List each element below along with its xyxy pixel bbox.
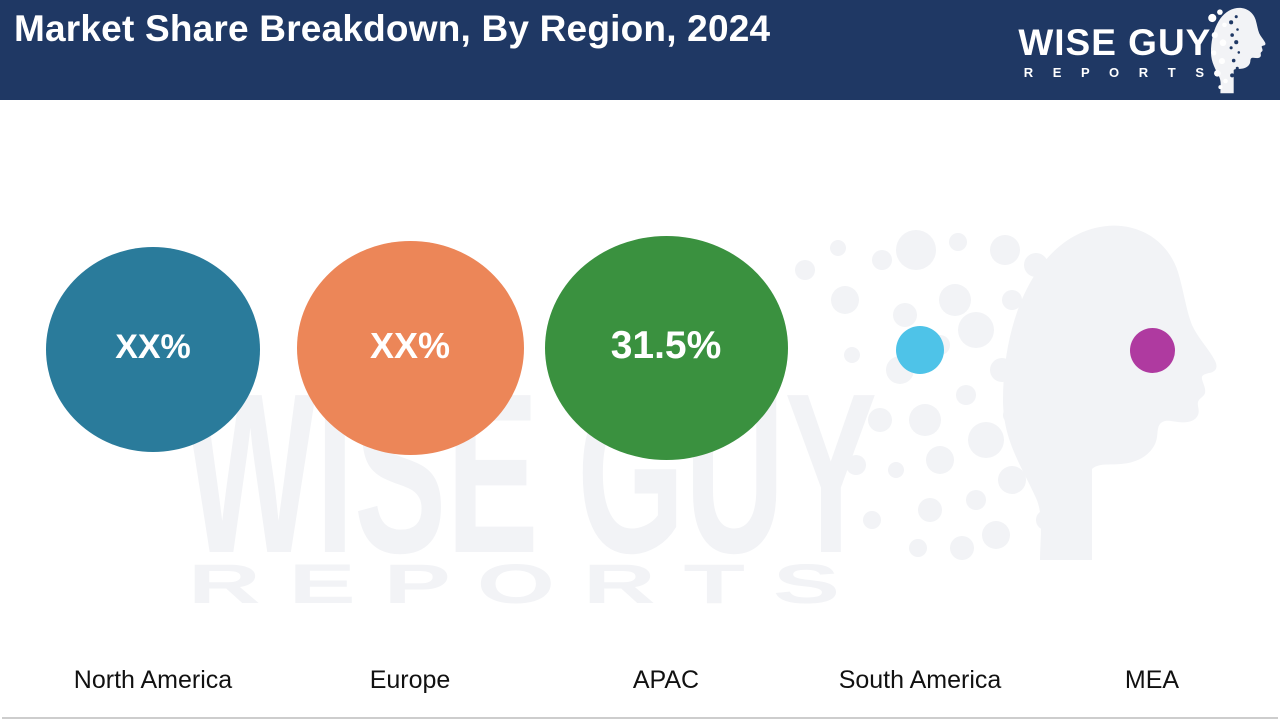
watermark-head-silhouette (1003, 225, 1217, 560)
category-label-south-america: South America (838, 666, 1002, 694)
bubble-south-america (896, 326, 944, 374)
watermark-dots (795, 230, 1056, 560)
wiseguy-logo: WISE GUY R E P O R T S (1018, 6, 1268, 96)
category-label-europe: Europe (369, 666, 451, 694)
chart-baseline (2, 717, 1278, 719)
category-label-north-america: North America (73, 666, 233, 694)
category-label-mea: MEA (1124, 666, 1180, 694)
bubble-mea (1129, 327, 1175, 373)
logo-wordmark: WISE GUY (1018, 22, 1212, 63)
logo-subtitle: R E P O R T S (1023, 65, 1212, 80)
bubble-apac: 31.5% (544, 236, 788, 460)
bubble-chart: WISE GUY R E P O R T S (0, 100, 1280, 720)
watermark-subtitle: R E P O R T S (188, 552, 840, 615)
bubble-value-label: XX% (369, 325, 451, 366)
page-title: Market Share Breakdown, By Region, 2024 (14, 8, 771, 49)
logo-text: WISE GUY R E P O R T S (1018, 24, 1212, 80)
category-label-apac: APAC (632, 666, 700, 694)
bubble-value-label: 31.5% (610, 324, 722, 367)
bubble-value-label: XX% (115, 327, 191, 366)
bubble-north-america: XX% (46, 246, 260, 452)
header: Market Share Breakdown, By Region, 2024 … (0, 0, 1280, 100)
head-profile-icon (1208, 7, 1266, 94)
bubble-europe: XX% (296, 241, 524, 455)
